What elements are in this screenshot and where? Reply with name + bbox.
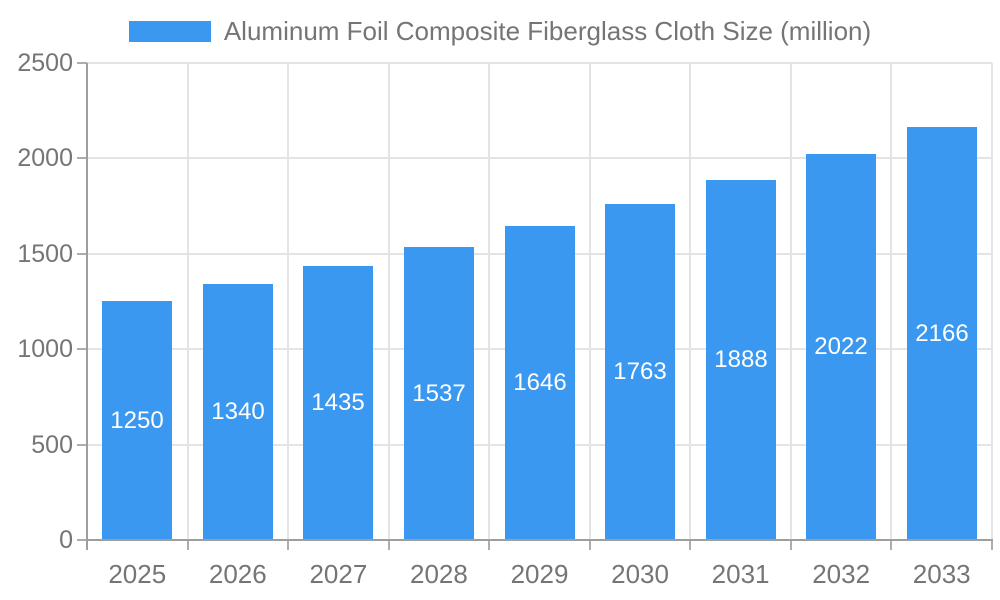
y-axis-line	[86, 63, 88, 550]
bar[interactable]: 1763	[605, 204, 675, 540]
gridline-vertical	[689, 63, 692, 540]
y-axis-tick	[77, 348, 87, 351]
gridline-vertical	[186, 63, 189, 540]
gridline-vertical	[588, 63, 591, 540]
gridline-vertical	[287, 63, 290, 540]
y-tick-label: 1000	[17, 335, 73, 364]
x-tick-label: 2025	[108, 559, 167, 589]
gridline-vertical	[991, 63, 993, 540]
x-axis-tick	[186, 540, 189, 550]
x-tick-label: 2026	[208, 559, 267, 589]
bar-value-label: 1537	[412, 379, 466, 407]
y-tick-label: 0	[59, 526, 73, 554]
x-axis-tick	[287, 540, 290, 550]
bar[interactable]: 1537	[404, 247, 474, 540]
x-axis-tick	[991, 540, 993, 550]
y-axis-tick	[77, 252, 87, 255]
bar[interactable]: 1646	[505, 226, 575, 540]
y-tick-label: 2500	[17, 49, 73, 77]
y-axis-tick	[77, 443, 87, 446]
x-axis-tick	[890, 540, 893, 550]
bar[interactable]: 1250	[102, 301, 172, 540]
y-axis-tick	[77, 539, 87, 541]
gridline-horizontal	[87, 62, 992, 64]
x-axis-tick	[387, 540, 390, 550]
gridline-vertical	[387, 63, 390, 540]
x-tick-label: 2030	[611, 559, 669, 589]
x-tick-label: 2027	[309, 559, 368, 589]
bar[interactable]: 2166	[907, 127, 977, 540]
x-tick-label: 2031	[711, 559, 770, 589]
y-axis-tick	[77, 157, 87, 160]
y-axis-tick	[77, 62, 87, 64]
x-axis-line	[86, 539, 993, 541]
bar-value-label: 1888	[714, 346, 768, 373]
legend-label[interactable]: Aluminum Foil Composite Fiberglass Cloth…	[223, 15, 872, 46]
gridline-vertical	[890, 63, 893, 540]
bar-value-label: 2022	[814, 333, 868, 360]
gridline-horizontal	[87, 157, 992, 160]
y-tick-label: 500	[31, 430, 73, 459]
x-axis-tick	[488, 540, 491, 550]
x-axis-tick	[588, 540, 591, 550]
y-tick-label: 2000	[17, 144, 73, 173]
x-tick-label: 2028	[410, 559, 468, 589]
bar[interactable]: 2022	[806, 154, 876, 540]
legend-swatch[interactable]	[128, 20, 211, 42]
x-tick-label: 2033	[912, 559, 971, 589]
x-tick-label: 2032	[812, 559, 871, 589]
bar[interactable]: 1888	[706, 180, 776, 540]
bar-value-label: 1250	[110, 406, 164, 434]
x-axis-tick	[789, 540, 792, 550]
bar[interactable]: 1340	[203, 284, 273, 540]
gridline-vertical	[789, 63, 792, 540]
bar[interactable]: 1435	[303, 266, 373, 540]
bar-value-label: 1763	[613, 358, 667, 385]
x-tick-label: 2029	[510, 559, 569, 589]
bar-value-label: 2166	[915, 319, 969, 347]
legend[interactable]: Aluminum Foil Composite Fiberglass Cloth…	[0, 15, 1000, 47]
y-tick-label: 1500	[17, 239, 73, 268]
bar-value-label: 1435	[311, 389, 365, 416]
bar-value-label: 1646	[513, 369, 567, 396]
gridline-vertical	[488, 63, 491, 540]
bar-value-label: 1340	[211, 398, 265, 425]
x-axis-tick	[689, 540, 692, 550]
